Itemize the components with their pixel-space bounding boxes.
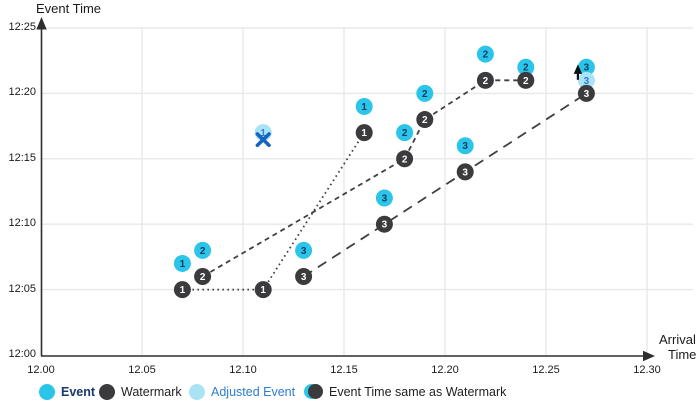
watermark-marker — [476, 71, 494, 89]
event-marker-number: 2 — [523, 63, 529, 74]
legend-item-adjusted-event: Adjusted Event — [189, 383, 295, 400]
event-marker — [416, 84, 434, 102]
chart-plot-area: 1 2 3 1 3 2 2 3 2 2 3 1 3 1 2 1 3 1 3 2 2 3 2 2 3 — [36, 17, 693, 362]
y-tick-1215: 12:15 — [8, 152, 36, 164]
watermark-marker — [355, 124, 373, 142]
watermark-marker — [416, 111, 434, 129]
event-marker — [456, 137, 474, 155]
watermark-marker — [396, 150, 414, 168]
x-tick-1200: 12.00 — [27, 364, 55, 376]
y-tick-1200: 12:00 — [8, 348, 36, 360]
x-axis-title-line2: Time — [668, 347, 696, 362]
watermark-marker — [577, 84, 595, 102]
watermark-marker-number: 2 — [483, 76, 489, 87]
x-axis-arrow-icon — [643, 350, 655, 362]
watermark-marker-number: 3 — [584, 89, 590, 100]
event-marker — [375, 189, 393, 207]
watermark-marker-number: 2 — [402, 154, 408, 165]
x-tick-1210: 12.10 — [229, 364, 257, 376]
legend-item-watermark: Watermark — [99, 383, 182, 400]
watermark-marker-number: 3 — [301, 272, 307, 283]
watermark-marker — [194, 268, 212, 286]
watermark-marker-icon — [99, 383, 115, 400]
y-axis-title: Event Time — [36, 1, 102, 16]
watermark-marker-number: 2 — [422, 115, 428, 126]
watermark-marker — [254, 281, 272, 299]
adjusted-event-marker — [577, 71, 595, 89]
legend-label-event: Event — [61, 384, 96, 399]
x-tick-1220: 12.20 — [431, 364, 459, 376]
watermark-marker — [173, 281, 191, 299]
x-axis-title-line1: Arrival — [659, 332, 696, 347]
legend-label-event-same-as-watermark: Event Time same as Watermark — [329, 384, 507, 399]
watermark-marker-number: 2 — [523, 76, 529, 87]
event-marker-number: 3 — [301, 246, 307, 257]
adjusted-event-marker-number: 3 — [584, 76, 590, 87]
y-tick-1205: 12:05 — [8, 283, 36, 295]
x-axis-title: Arrival Time — [659, 332, 696, 362]
watermark-marker-number: 3 — [462, 167, 468, 178]
event-marker — [396, 124, 414, 142]
x-tick-1215: 12.15 — [330, 364, 358, 376]
adjusted-event-marker-number: 1 — [260, 128, 266, 139]
event-marker — [173, 254, 191, 272]
legend-label-adjusted-event: Adjusted Event — [211, 384, 296, 399]
watermark-line-1 — [182, 132, 365, 291]
event-marker-number: 1 — [180, 259, 186, 270]
watermark-marker-number: 2 — [200, 272, 206, 283]
legend: Event Watermark Adjusted Event Event Tim… — [0, 383, 696, 401]
watermark-line-2 — [202, 79, 526, 278]
x-tick-1225: 12.25 — [532, 364, 560, 376]
legend-item-event: Event — [39, 383, 95, 400]
up-arrow-icon — [573, 64, 583, 74]
event-marker-number: 3 — [584, 63, 590, 74]
event-marker-number: 2 — [483, 50, 489, 61]
legend-label-watermark: Watermark — [121, 384, 182, 399]
watermark-marker-number: 1 — [260, 285, 266, 296]
x-tick-1205: 12.05 — [128, 364, 156, 376]
event-marker-number: 2 — [200, 246, 206, 257]
watermark-marker-number: 1 — [361, 128, 367, 139]
y-tick-1220: 12:20 — [8, 86, 36, 98]
event-marker-number: 2 — [402, 128, 408, 139]
event-marker-number: 3 — [462, 141, 468, 152]
event-marker — [476, 45, 494, 63]
x-tick-1230: 12.30 — [633, 364, 661, 376]
watermark-marker — [517, 71, 535, 89]
watermark-marker-number: 3 — [382, 220, 388, 231]
adjusted-event-marker-icon — [189, 383, 205, 400]
event-marker-number: 1 — [361, 102, 367, 113]
event-marker — [517, 58, 535, 76]
watermark-marker — [375, 215, 393, 233]
watermark-marker — [456, 163, 474, 181]
legend-item-event-same-as-watermark: Event Time same as Watermark — [304, 383, 506, 400]
watermark-marker-number: 1 — [180, 285, 186, 296]
y-tick-1210: 12:10 — [8, 217, 36, 229]
event-marker — [355, 97, 373, 115]
watermark-line-3 — [303, 92, 587, 278]
watermark-marker — [295, 268, 313, 286]
event-marker — [577, 58, 595, 76]
event-marker-number: 3 — [382, 194, 388, 205]
event-marker — [295, 241, 313, 259]
overlap-marker-icon — [304, 383, 323, 400]
event-marker-icon — [39, 383, 55, 400]
event-marker-number: 2 — [422, 89, 428, 100]
event-marker — [194, 241, 212, 259]
x-mark-icon — [255, 132, 271, 148]
y-tick-1225: 12:25 — [8, 21, 36, 33]
y-axis-arrow-icon — [36, 17, 47, 30]
